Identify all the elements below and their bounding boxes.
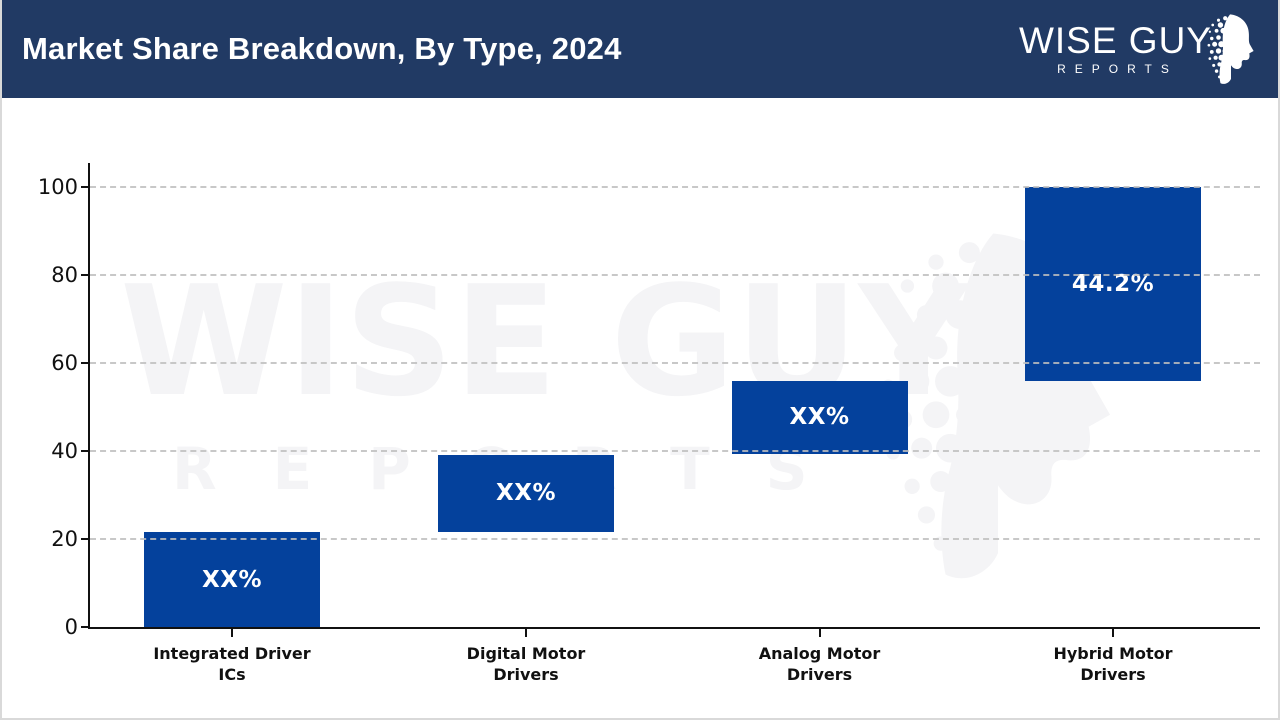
header: Market Share Breakdown, By Type, 2024 WI… [2, 0, 1278, 98]
x-category-label-2: Digital Motor Drivers [466, 644, 586, 684]
y-tick-mark-20 [81, 538, 89, 540]
gridline-y20 [90, 538, 1260, 540]
logo-wordmark: WISE GUY [1018, 20, 1212, 61]
bar-segment-4: 44.2% [1025, 187, 1201, 382]
y-tick-mark-100 [81, 186, 89, 188]
x-category-label-4: Hybrid Motor Drivers [1053, 644, 1173, 684]
gridline-y40 [90, 450, 1260, 452]
y-tick-mark-80 [81, 274, 89, 276]
wise-guy-logo: WISE GUY REPORTS [1019, 10, 1256, 88]
y-tick-label-100: 100 [37, 175, 78, 199]
x-tick-mark-1 [231, 629, 233, 637]
bar-value-label-3: XX% [789, 404, 850, 431]
y-tick-mark-60 [81, 362, 89, 364]
y-tick-mark-0 [81, 626, 89, 628]
y-axis-line [88, 163, 90, 629]
bar-value-label-2: XX% [495, 480, 556, 507]
chart-title: Market Share Breakdown, By Type, 2024 [22, 31, 622, 66]
x-category-label-1: Integrated Driver ICs [153, 644, 311, 684]
bar-segment-1: XX% [144, 532, 320, 627]
x-axis-line [88, 627, 1260, 629]
y-tick-label-0: 0 [64, 615, 78, 639]
bar-segment-2: XX% [438, 454, 614, 532]
y-tick-label-80: 80 [51, 263, 78, 287]
logo-text: WISE GUY REPORTS [1019, 22, 1212, 76]
chart-area: WISE GUY REPORTS 020406080100XX%XX%XX%44… [2, 98, 1278, 718]
x-tick-mark-3 [818, 629, 821, 637]
x-category-label-3: Analog Motor Drivers [758, 644, 881, 684]
bar-value-label-1: XX% [201, 566, 262, 593]
gridline-y60 [90, 362, 1260, 364]
gridline-y100 [90, 186, 1260, 188]
gridline-y80 [90, 274, 1260, 276]
logo-head-icon [1207, 14, 1254, 84]
x-tick-mark-2 [525, 629, 527, 637]
y-tick-label-20: 20 [51, 527, 78, 551]
bar-segment-3: XX% [731, 381, 908, 454]
y-tick-label-60: 60 [51, 351, 78, 375]
x-tick-mark-4 [1112, 629, 1114, 637]
y-tick-mark-40 [81, 450, 89, 452]
logo-reports-text: REPORTS [1057, 62, 1178, 76]
y-tick-label-40: 40 [51, 439, 78, 463]
